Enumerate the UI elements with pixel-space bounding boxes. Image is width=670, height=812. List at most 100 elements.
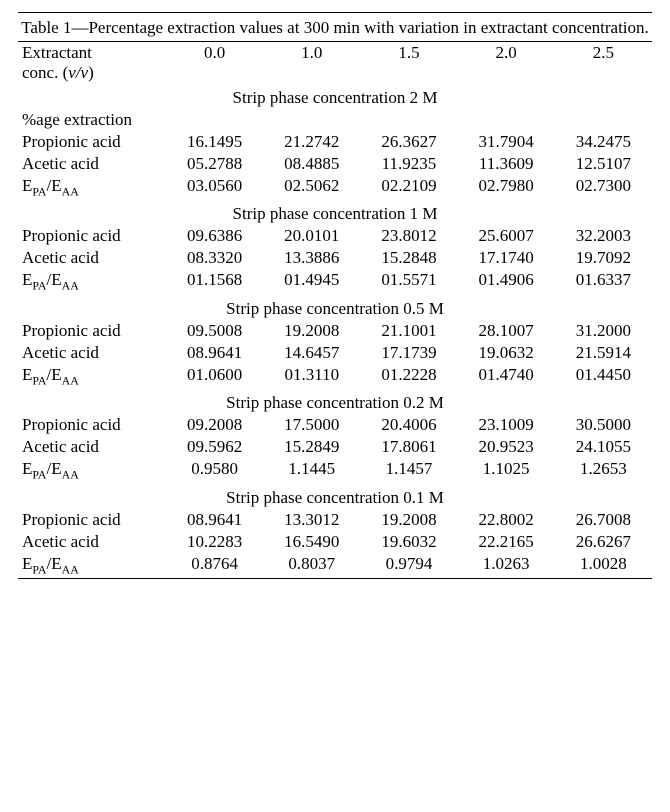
- cell-4-pa-1: 13.3012: [263, 509, 360, 531]
- cell-3-pa-1: 17.5000: [263, 414, 360, 436]
- cell-2-aa-4: 21.5914: [555, 342, 652, 364]
- row-label-aa: Acetic acid: [18, 436, 166, 458]
- cell-3-aa-0: 09.5962: [166, 436, 263, 458]
- row-label-aa: Acetic acid: [18, 247, 166, 269]
- cell-1-ratio-1: 01.4945: [263, 269, 360, 294]
- row-label-aa: Acetic acid: [18, 153, 166, 175]
- extra-left: %age extraction: [18, 109, 652, 131]
- cell-0-pa-2: 26.3627: [360, 131, 457, 153]
- table-container: Table 1—Percentage extraction values at …: [18, 12, 652, 579]
- cell-4-pa-2: 19.2008: [360, 509, 457, 531]
- cell-3-pa-2: 20.4006: [360, 414, 457, 436]
- cell-1-ratio-3: 01.4906: [458, 269, 555, 294]
- row-label-pa: Propionic acid: [18, 509, 166, 531]
- cell-1-aa-2: 15.2848: [360, 247, 457, 269]
- cell-4-ratio-4: 1.0028: [555, 553, 652, 578]
- cell-2-pa-2: 21.1001: [360, 320, 457, 342]
- row-label-aa: Acetic acid: [18, 531, 166, 553]
- cell-4-ratio-0: 0.8764: [166, 553, 263, 578]
- cell-1-aa-1: 13.3886: [263, 247, 360, 269]
- cell-3-aa-3: 20.9523: [458, 436, 555, 458]
- cell-3-pa-0: 09.2008: [166, 414, 263, 436]
- cell-3-aa-2: 17.8061: [360, 436, 457, 458]
- cell-2-aa-1: 14.6457: [263, 342, 360, 364]
- cell-3-pa-3: 23.1009: [458, 414, 555, 436]
- row-label-pa: Propionic acid: [18, 414, 166, 436]
- cell-4-aa-2: 19.6032: [360, 531, 457, 553]
- data-table: Extractantconc. (v/v)0.01.01.52.02.5Stri…: [18, 42, 652, 578]
- row-label-pa: Propionic acid: [18, 225, 166, 247]
- cell-0-ratio-2: 02.2109: [360, 175, 457, 200]
- row-label-ratio: EPA/EAA: [18, 364, 166, 389]
- cell-1-aa-4: 19.7092: [555, 247, 652, 269]
- cell-1-ratio-2: 01.5571: [360, 269, 457, 294]
- row-label-aa: Acetic acid: [18, 342, 166, 364]
- cell-1-pa-3: 25.6007: [458, 225, 555, 247]
- row-label-pa: Propionic acid: [18, 320, 166, 342]
- cell-1-pa-1: 20.0101: [263, 225, 360, 247]
- cell-1-aa-0: 08.3320: [166, 247, 263, 269]
- cell-4-ratio-1: 0.8037: [263, 553, 360, 578]
- col-hdr-1: 1.0: [263, 42, 360, 84]
- cell-2-aa-3: 19.0632: [458, 342, 555, 364]
- cell-1-ratio-0: 01.1568: [166, 269, 263, 294]
- cell-2-ratio-3: 01.4740: [458, 364, 555, 389]
- hdr-l2: conc. (v/v): [22, 63, 94, 82]
- cell-3-aa-1: 15.2849: [263, 436, 360, 458]
- col-hdr-2: 1.5: [360, 42, 457, 84]
- cell-3-ratio-4: 1.2653: [555, 458, 652, 483]
- cell-4-pa-0: 08.9641: [166, 509, 263, 531]
- cell-3-ratio-2: 1.1457: [360, 458, 457, 483]
- cell-1-pa-2: 23.8012: [360, 225, 457, 247]
- cell-2-pa-0: 09.5008: [166, 320, 263, 342]
- cell-0-ratio-1: 02.5062: [263, 175, 360, 200]
- col-hdr-4: 2.5: [555, 42, 652, 84]
- cell-0-pa-1: 21.2742: [263, 131, 360, 153]
- cell-0-ratio-0: 03.0560: [166, 175, 263, 200]
- cell-4-aa-1: 16.5490: [263, 531, 360, 553]
- cell-3-pa-4: 30.5000: [555, 414, 652, 436]
- cell-4-aa-4: 26.6267: [555, 531, 652, 553]
- section-title-0: Strip phase concentration 2 M: [18, 84, 652, 109]
- hdr-l1: Extractant: [22, 43, 92, 62]
- section-title-2: Strip phase concentration 0.5 M: [18, 295, 652, 320]
- cell-2-pa-1: 19.2008: [263, 320, 360, 342]
- section-title-3: Strip phase concentration 0.2 M: [18, 389, 652, 414]
- cell-1-ratio-4: 01.6337: [555, 269, 652, 294]
- row-label-ratio: EPA/EAA: [18, 175, 166, 200]
- section-title-1: Strip phase concentration 1 M: [18, 200, 652, 225]
- cell-4-aa-0: 10.2283: [166, 531, 263, 553]
- cell-2-pa-3: 28.1007: [458, 320, 555, 342]
- cell-0-aa-0: 05.2788: [166, 153, 263, 175]
- cell-2-ratio-0: 01.0600: [166, 364, 263, 389]
- cell-2-pa-4: 31.2000: [555, 320, 652, 342]
- row-label-ratio: EPA/EAA: [18, 458, 166, 483]
- cell-0-pa-0: 16.1495: [166, 131, 263, 153]
- cell-4-pa-3: 22.8002: [458, 509, 555, 531]
- cell-0-aa-4: 12.5107: [555, 153, 652, 175]
- row-label-ratio: EPA/EAA: [18, 553, 166, 578]
- cell-3-ratio-3: 1.1025: [458, 458, 555, 483]
- cell-1-pa-0: 09.6386: [166, 225, 263, 247]
- row-label-pa: Propionic acid: [18, 131, 166, 153]
- cell-0-pa-3: 31.7904: [458, 131, 555, 153]
- cell-3-aa-4: 24.1055: [555, 436, 652, 458]
- section-title-4: Strip phase concentration 0.1 M: [18, 484, 652, 509]
- cell-4-ratio-3: 1.0263: [458, 553, 555, 578]
- row-label-ratio: EPA/EAA: [18, 269, 166, 294]
- cell-2-ratio-2: 01.2228: [360, 364, 457, 389]
- cell-0-ratio-3: 02.7980: [458, 175, 555, 200]
- col-hdr-3: 2.0: [458, 42, 555, 84]
- cell-2-aa-2: 17.1739: [360, 342, 457, 364]
- cell-2-aa-0: 08.9641: [166, 342, 263, 364]
- cell-2-ratio-4: 01.4450: [555, 364, 652, 389]
- cell-4-ratio-2: 0.9794: [360, 553, 457, 578]
- col-hdr-0: 0.0: [166, 42, 263, 84]
- cell-3-ratio-0: 0.9580: [166, 458, 263, 483]
- cell-1-pa-4: 32.2003: [555, 225, 652, 247]
- cell-1-aa-3: 17.1740: [458, 247, 555, 269]
- cell-4-pa-4: 26.7008: [555, 509, 652, 531]
- cell-2-ratio-1: 01.3110: [263, 364, 360, 389]
- cell-0-aa-1: 08.4885: [263, 153, 360, 175]
- cell-0-aa-2: 11.9235: [360, 153, 457, 175]
